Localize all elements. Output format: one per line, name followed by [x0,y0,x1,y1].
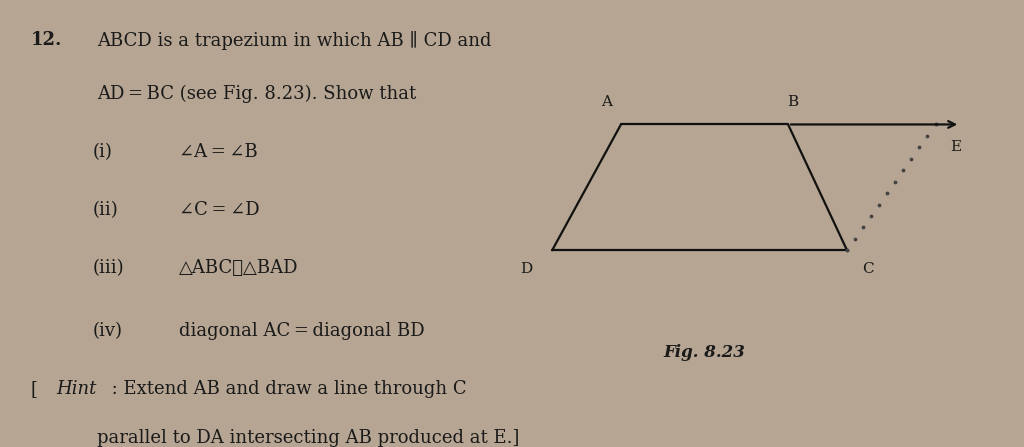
Text: diagonal AC = diagonal BD: diagonal AC = diagonal BD [179,322,425,340]
Text: (i): (i) [92,143,112,161]
Text: ∠C = ∠D: ∠C = ∠D [179,201,260,219]
Text: parallel to DA intersecting AB produced at E.]: parallel to DA intersecting AB produced … [97,429,519,447]
Text: ABCD is a trapezium in which AB ∥ CD and: ABCD is a trapezium in which AB ∥ CD and [97,31,492,51]
Text: D: D [520,262,532,276]
Text: AD = BC (see Fig. 8.23). Show that: AD = BC (see Fig. 8.23). Show that [97,85,417,103]
Text: : Extend AB and draw a line through C: : Extend AB and draw a line through C [108,380,466,398]
Text: △ABC≅△BAD: △ABC≅△BAD [179,259,299,277]
Text: [: [ [31,380,38,398]
Text: Hint: Hint [56,380,96,398]
Text: Fig. 8.23: Fig. 8.23 [664,344,745,361]
Text: (iv): (iv) [92,322,122,340]
Text: (ii): (ii) [92,201,118,219]
Text: B: B [787,95,799,109]
Text: E: E [950,140,962,154]
Text: 12.: 12. [31,31,62,49]
Text: ∠A = ∠B: ∠A = ∠B [179,143,258,161]
Text: (iii): (iii) [92,259,124,277]
Text: A: A [601,95,611,109]
Text: C: C [862,262,873,276]
